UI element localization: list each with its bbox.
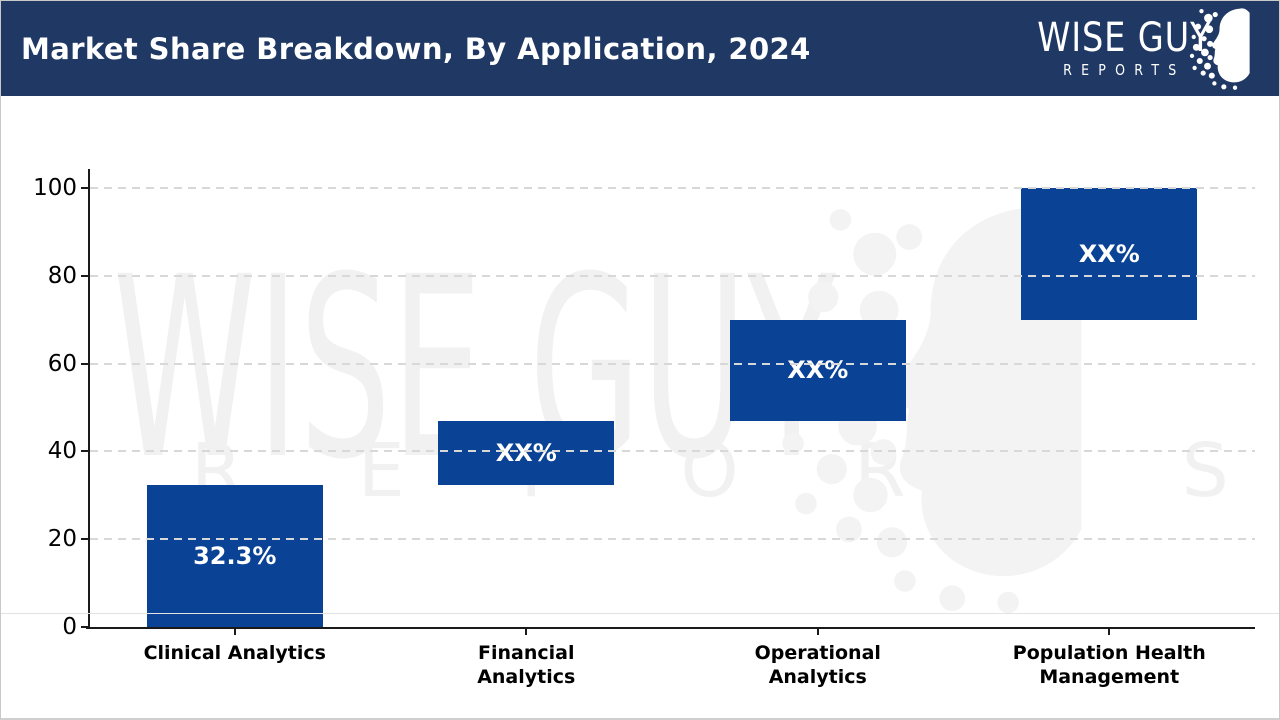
x-tick-mark <box>233 628 236 635</box>
bar-segment: XX% <box>438 420 615 486</box>
x-tick-mark <box>816 628 819 635</box>
x-category-label: Population Health Management <box>1012 642 1206 688</box>
x-tick-mark <box>1108 628 1111 635</box>
y-tick-label: 100 <box>33 175 77 201</box>
y-axis-line <box>88 169 90 629</box>
gridline <box>90 274 1255 277</box>
x-tick-mark <box>525 628 528 635</box>
y-tick-label: 60 <box>47 350 77 377</box>
bar-segment: 32.3% <box>146 485 323 627</box>
x-category-label: Operational Analytics <box>754 642 881 688</box>
brand-logo: WISE GUY REPORTS <box>1004 1 1273 96</box>
gridline <box>90 362 1255 365</box>
brand-wordmark: WISE GUY REPORTS <box>1037 18 1211 79</box>
bar-value-label: XX% <box>787 356 849 385</box>
y-tick-label: 80 <box>47 262 77 289</box>
bar-value-label: XX% <box>1078 239 1140 268</box>
x-category-label: Financial Analytics <box>477 642 576 688</box>
y-tick-label: 0 <box>62 614 77 640</box>
chart-area: WISE GUY R E P O R T S 0 20 40 60 80 100 32.3%… <box>1 96 1279 708</box>
gridline <box>90 450 1255 453</box>
y-tick-mark <box>81 450 89 453</box>
gridline <box>90 187 1255 189</box>
brand-name-text: WISE GUY <box>1036 15 1211 61</box>
bottom-divider <box>1 613 1279 614</box>
y-tick-mark <box>81 274 89 277</box>
brand-subtitle-text: REPORTS <box>1062 61 1186 79</box>
y-tick-label: 40 <box>47 438 77 465</box>
y-tick-mark <box>81 538 89 541</box>
bar-value-label: XX% <box>495 438 557 467</box>
bar-value-label: 32.3% <box>193 542 277 571</box>
header-bar: Market Share Breakdown, By Application, … <box>1 1 1279 96</box>
y-tick-label: 20 <box>47 526 77 553</box>
x-category-label: Clinical Analytics <box>143 642 326 664</box>
y-tick-mark <box>81 187 89 189</box>
y-tick-mark <box>81 362 89 365</box>
y-tick-mark <box>81 626 89 628</box>
bar-segment: XX% <box>1021 188 1198 320</box>
x-axis-line <box>86 627 1255 629</box>
chart-title: Market Share Breakdown, By Application, … <box>21 31 811 66</box>
gridline <box>90 538 1255 541</box>
bar-segment: XX% <box>729 319 906 421</box>
